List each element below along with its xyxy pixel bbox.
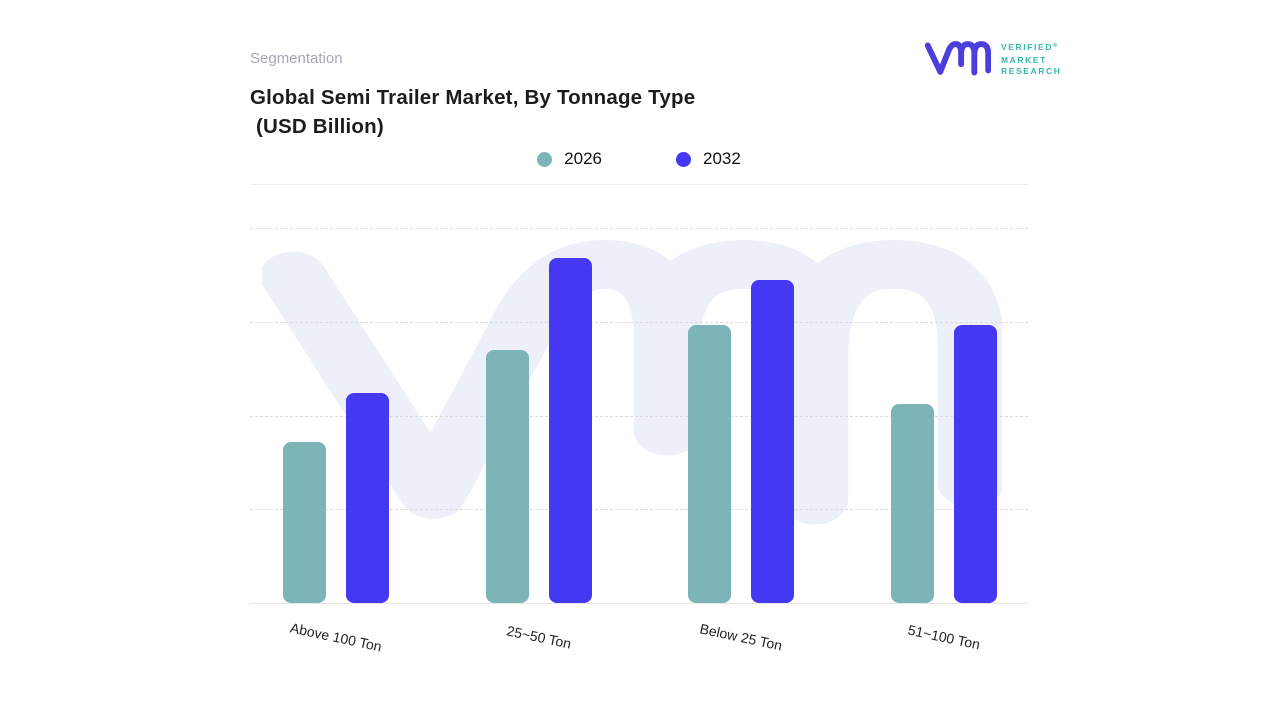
logo-line-verified: VERIFIED <box>1001 41 1054 52</box>
vmr-watermark-icon <box>262 240 1002 525</box>
legend-divider-line <box>250 184 1028 185</box>
bar-2032-Below 25 Ton[interactable] <box>751 280 794 603</box>
gridline-50 <box>250 415 1028 417</box>
legend-item-2026[interactable]: 2026 <box>537 149 602 169</box>
bar-2026-51~100 Ton[interactable] <box>891 404 934 603</box>
gridline-25 <box>250 509 1028 511</box>
section-label: Segmentation <box>250 50 343 67</box>
bar-group-25~50 Ton <box>486 228 592 603</box>
bar-2026-Below 25 Ton[interactable] <box>688 325 731 603</box>
chart-title-line1: Global Semi Trailer Market, By Tonnage T… <box>250 86 696 109</box>
vmr-logo-text: VERIFIED® MARKET RESEARCH <box>1001 42 1062 77</box>
x-axis-line <box>250 603 1028 604</box>
bar-group-Above 100 Ton <box>283 228 389 603</box>
x-axis-label-25~50 Ton: 25~50 Ton <box>505 622 573 652</box>
bar-group-Below 25 Ton <box>688 228 794 603</box>
legend-label-2026: 2026 <box>564 149 602 168</box>
legend-item-2032[interactable]: 2032 <box>676 149 741 169</box>
legend-label-2032: 2032 <box>703 149 741 168</box>
legend-dot-2032 <box>676 151 691 167</box>
bar-2032-Above 100 Ton[interactable] <box>346 393 389 603</box>
x-axis-label-51~100 Ton: 51~100 Ton <box>906 621 982 653</box>
gridline-100 <box>250 228 1028 229</box>
plot-area <box>250 228 1028 604</box>
registered-mark: ® <box>1053 42 1058 49</box>
x-axis-label-Below 25 Ton: Below 25 Ton <box>698 620 784 654</box>
bar-2026-Above 100 Ton[interactable] <box>283 442 326 603</box>
chart-title: Global Semi Trailer Market, By Tonnage T… <box>250 83 810 141</box>
bar-2026-25~50 Ton[interactable] <box>486 350 529 603</box>
logo-line-market: MARKET <box>1001 54 1047 65</box>
bar-2032-51~100 Ton[interactable] <box>954 325 997 603</box>
x-axis-label-Above 100 Ton: Above 100 Ton <box>288 619 384 655</box>
vmr-monogram-icon <box>925 41 991 76</box>
bar-group-51~100 Ton <box>891 228 997 603</box>
chart-title-line2: (USD Billion) <box>256 115 384 138</box>
gridline-75 <box>250 321 1028 323</box>
vmr-logo: VERIFIED® MARKET RESEARCH <box>925 36 1062 82</box>
legend-dot-2026 <box>537 151 553 167</box>
bar-2032-25~50 Ton[interactable] <box>549 258 592 603</box>
logo-line-research: RESEARCH <box>1001 65 1062 76</box>
chart-legend: 2026 2032 <box>250 149 1028 169</box>
x-axis-labels: Above 100 Ton 25~50 Ton Below 25 Ton 51~100… <box>250 603 1028 683</box>
